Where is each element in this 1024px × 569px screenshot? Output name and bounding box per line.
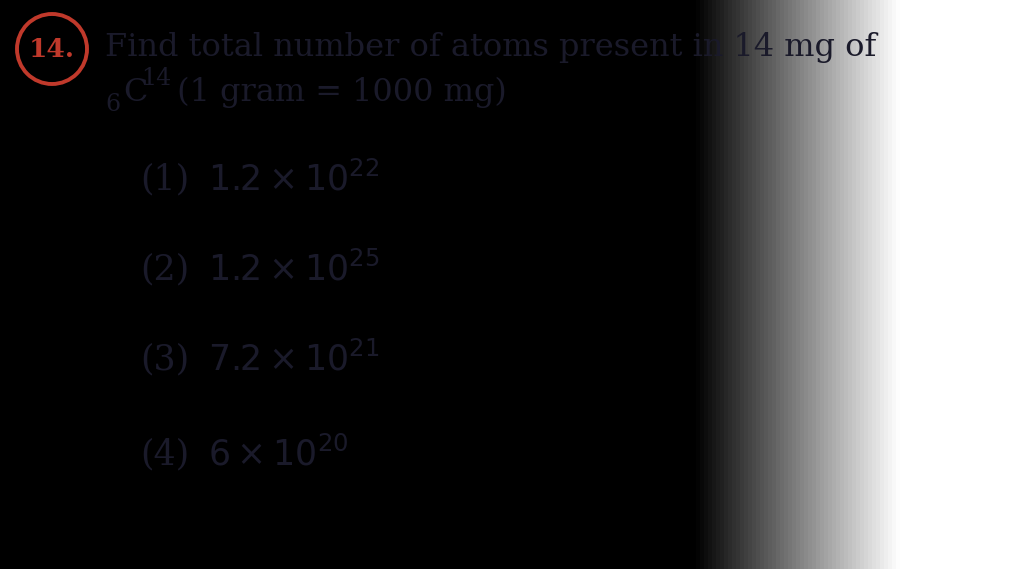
Text: (3): (3)	[140, 342, 189, 376]
Text: (4): (4)	[140, 437, 189, 471]
Text: 14.: 14.	[29, 36, 75, 61]
Text: 6: 6	[105, 93, 120, 116]
Text: $1.2 \times 10^{22}$: $1.2 \times 10^{22}$	[208, 161, 379, 197]
Text: C: C	[123, 76, 147, 108]
Text: 14: 14	[141, 67, 171, 89]
Text: $1.2 \times 10^{25}$: $1.2 \times 10^{25}$	[208, 251, 379, 287]
Text: $6 \times 10^{20}$: $6 \times 10^{20}$	[208, 436, 349, 472]
Text: Find total number of atoms present in 14 mg of: Find total number of atoms present in 14…	[105, 31, 877, 63]
Text: (1 gram = 1000 mg): (1 gram = 1000 mg)	[167, 76, 507, 108]
Text: $7.2 \times 10^{21}$: $7.2 \times 10^{21}$	[208, 341, 379, 377]
Text: (2): (2)	[140, 252, 189, 286]
Text: (1): (1)	[140, 162, 189, 196]
